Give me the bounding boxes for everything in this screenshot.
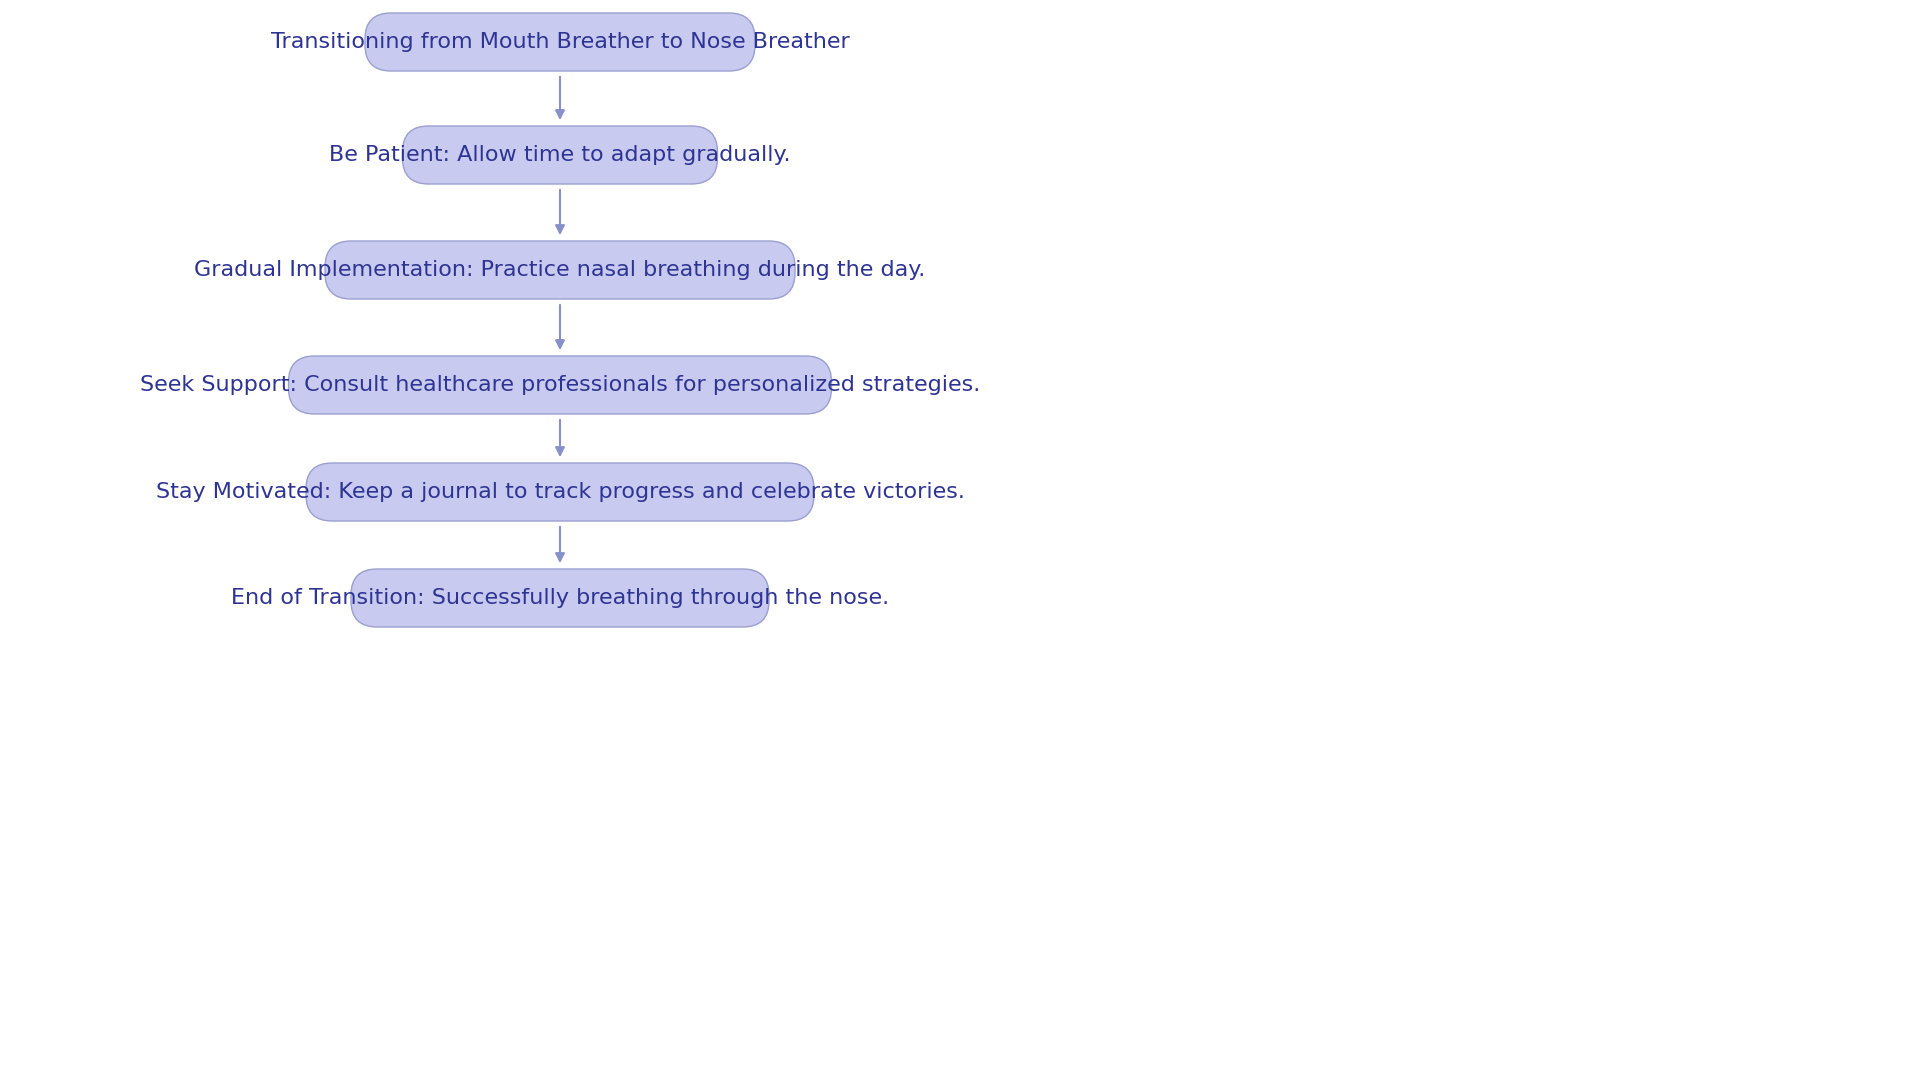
Text: Stay Motivated: Keep a journal to track progress and celebrate victories.: Stay Motivated: Keep a journal to track … (156, 482, 964, 503)
FancyBboxPatch shape (288, 356, 831, 414)
FancyBboxPatch shape (403, 126, 718, 184)
FancyBboxPatch shape (305, 464, 814, 521)
Text: End of Transition: Successfully breathing through the nose.: End of Transition: Successfully breathin… (230, 588, 889, 608)
Text: Gradual Implementation: Practice nasal breathing during the day.: Gradual Implementation: Practice nasal b… (194, 260, 925, 280)
Text: Seek Support: Consult healthcare professionals for personalized strategies.: Seek Support: Consult healthcare profess… (140, 375, 979, 395)
Text: Be Patient: Allow time to adapt gradually.: Be Patient: Allow time to adapt graduall… (328, 145, 791, 165)
FancyBboxPatch shape (365, 13, 755, 71)
FancyBboxPatch shape (324, 242, 795, 299)
FancyBboxPatch shape (351, 569, 770, 627)
Text: Transitioning from Mouth Breather to Nose Breather: Transitioning from Mouth Breather to Nos… (271, 32, 849, 52)
